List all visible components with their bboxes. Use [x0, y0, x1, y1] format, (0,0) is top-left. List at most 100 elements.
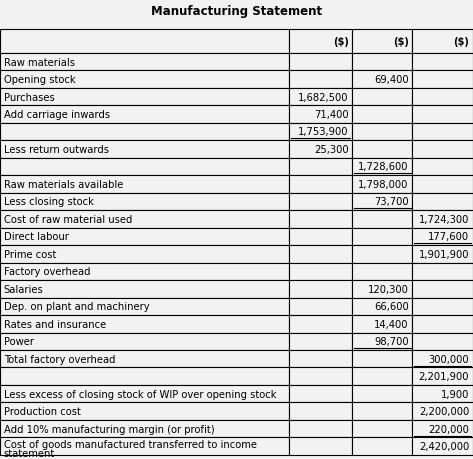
Bar: [412, 385, 473, 403]
Text: 1,724,300: 1,724,300: [419, 214, 469, 224]
Bar: [352, 315, 412, 333]
Text: 220,000: 220,000: [429, 424, 469, 434]
Bar: [289, 246, 352, 263]
Text: 1,901,900: 1,901,900: [419, 249, 469, 259]
Text: Raw materials: Raw materials: [4, 57, 75, 67]
Bar: [289, 333, 352, 350]
Text: Rates and insurance: Rates and insurance: [4, 319, 106, 329]
Text: 73,700: 73,700: [374, 197, 409, 207]
Bar: [352, 280, 412, 298]
Text: 1,753,900: 1,753,900: [298, 127, 349, 137]
Bar: [289, 403, 352, 420]
Bar: [352, 211, 412, 228]
Bar: [412, 280, 473, 298]
Text: 2,201,900: 2,201,900: [419, 371, 469, 381]
Bar: [352, 333, 412, 350]
Text: Manufacturing Statement: Manufacturing Statement: [151, 5, 322, 18]
Bar: [412, 30, 473, 54]
Text: Dep. on plant and machinery: Dep. on plant and machinery: [4, 302, 149, 312]
Bar: [352, 30, 412, 54]
Bar: [289, 420, 352, 437]
Bar: [0, 211, 289, 228]
Bar: [352, 158, 412, 176]
Bar: [289, 350, 352, 368]
Bar: [412, 176, 473, 193]
Text: 1,900: 1,900: [441, 389, 469, 399]
Bar: [412, 368, 473, 385]
Bar: [352, 193, 412, 211]
Text: Purchases: Purchases: [4, 92, 54, 102]
Bar: [289, 30, 352, 54]
Bar: [289, 54, 352, 71]
Bar: [352, 368, 412, 385]
Bar: [0, 54, 289, 71]
Bar: [0, 246, 289, 263]
Text: Salaries: Salaries: [4, 284, 44, 294]
Bar: [0, 315, 289, 333]
Bar: [352, 246, 412, 263]
Text: 66,600: 66,600: [374, 302, 409, 312]
Bar: [412, 193, 473, 211]
Bar: [412, 89, 473, 106]
Bar: [412, 333, 473, 350]
Text: 177,600: 177,600: [428, 232, 469, 242]
Bar: [0, 30, 289, 54]
Text: 120,300: 120,300: [368, 284, 409, 294]
Bar: [0, 71, 289, 89]
Text: Power: Power: [4, 336, 34, 347]
Bar: [352, 89, 412, 106]
Text: Production cost: Production cost: [4, 406, 81, 416]
Bar: [0, 437, 289, 455]
Bar: [0, 228, 289, 246]
Bar: [289, 385, 352, 403]
Text: 69,400: 69,400: [374, 75, 409, 85]
Bar: [352, 385, 412, 403]
Bar: [289, 71, 352, 89]
Bar: [0, 385, 289, 403]
Bar: [289, 211, 352, 228]
Bar: [352, 54, 412, 71]
Bar: [352, 228, 412, 246]
Bar: [412, 437, 473, 455]
Bar: [0, 368, 289, 385]
Bar: [0, 350, 289, 368]
Bar: [289, 176, 352, 193]
Bar: [352, 71, 412, 89]
Bar: [412, 420, 473, 437]
Bar: [412, 211, 473, 228]
Bar: [352, 403, 412, 420]
Bar: [352, 141, 412, 158]
Bar: [0, 176, 289, 193]
Bar: [289, 315, 352, 333]
Text: Less closing stock: Less closing stock: [4, 197, 94, 207]
Text: Factory overhead: Factory overhead: [4, 267, 90, 277]
Bar: [0, 263, 289, 280]
Bar: [289, 368, 352, 385]
Bar: [412, 141, 473, 158]
Text: 71,400: 71,400: [314, 110, 349, 120]
Bar: [352, 176, 412, 193]
Text: Prime cost: Prime cost: [4, 249, 56, 259]
Bar: [412, 403, 473, 420]
Text: Total factory overhead: Total factory overhead: [4, 354, 115, 364]
Bar: [412, 228, 473, 246]
Text: 2,420,000: 2,420,000: [419, 441, 469, 451]
Text: Cost of goods manufactured transferred to income: Cost of goods manufactured transferred t…: [4, 439, 257, 449]
Bar: [289, 263, 352, 280]
Text: 1,682,500: 1,682,500: [298, 92, 349, 102]
Bar: [0, 106, 289, 123]
Text: 14,400: 14,400: [374, 319, 409, 329]
Bar: [412, 263, 473, 280]
Bar: [0, 420, 289, 437]
Bar: [289, 437, 352, 455]
Bar: [352, 437, 412, 455]
Text: ($): ($): [453, 37, 469, 47]
Text: 300,000: 300,000: [429, 354, 469, 364]
Bar: [0, 141, 289, 158]
Bar: [352, 420, 412, 437]
Bar: [0, 403, 289, 420]
Bar: [412, 298, 473, 315]
Text: statement: statement: [4, 448, 55, 458]
Text: Opening stock: Opening stock: [4, 75, 75, 85]
Text: Add carriage inwards: Add carriage inwards: [4, 110, 110, 120]
